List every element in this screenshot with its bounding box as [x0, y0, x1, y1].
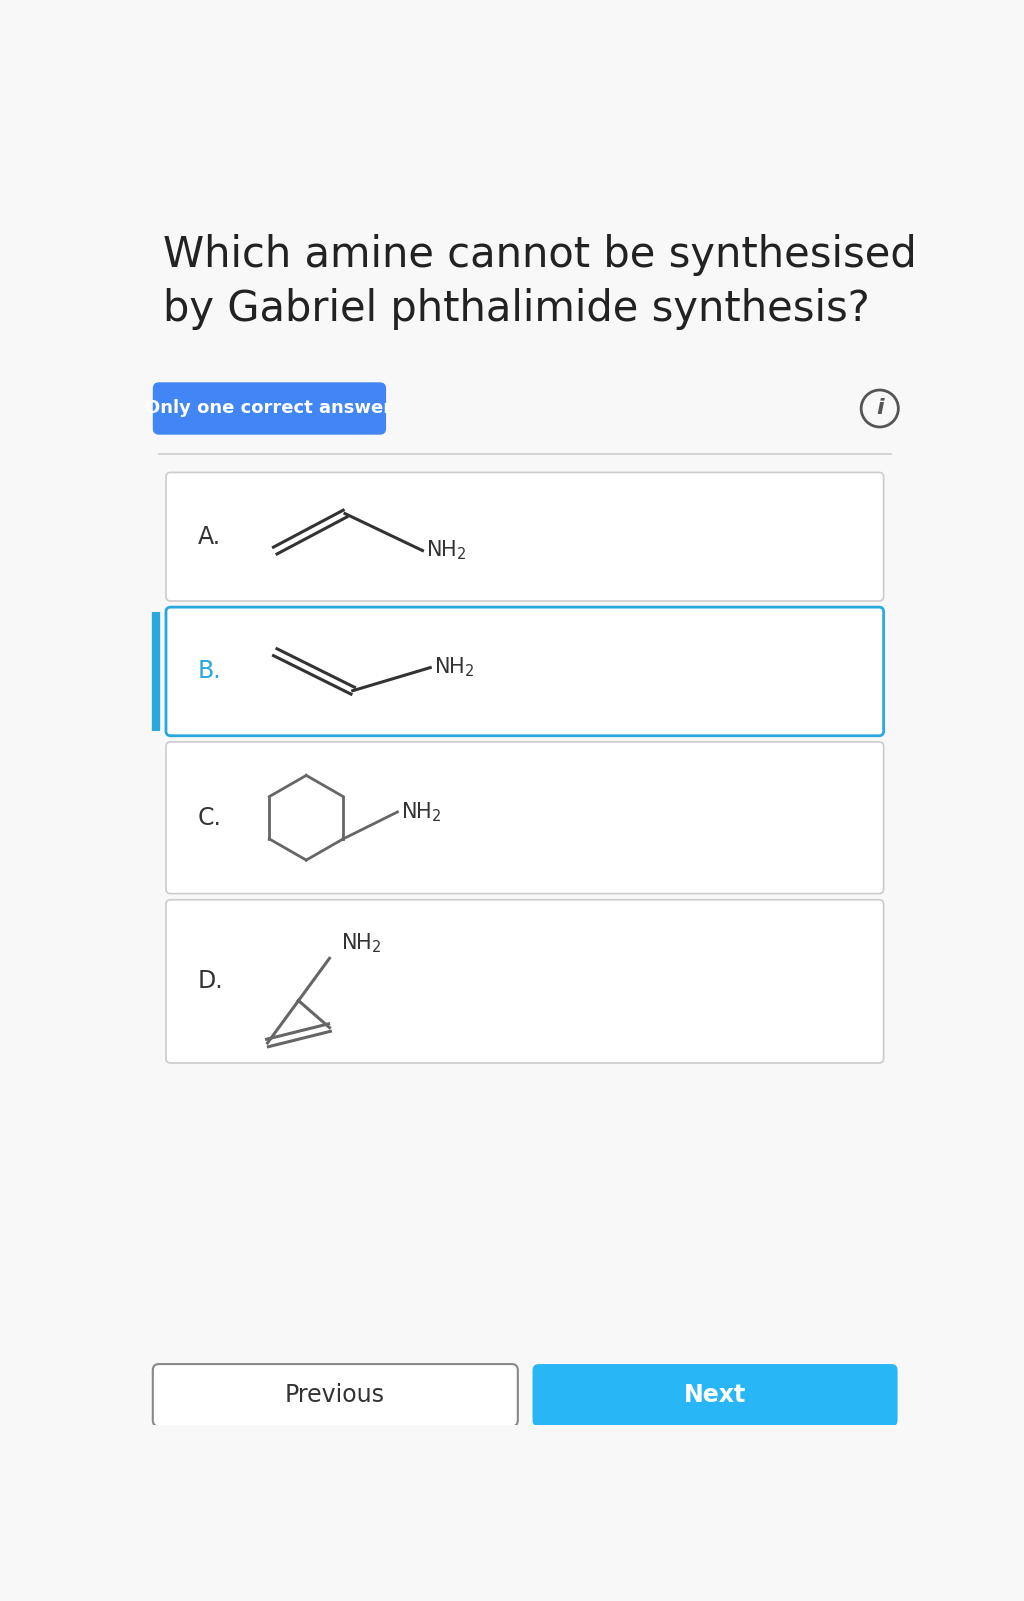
Text: NH$_2$: NH$_2$ [426, 540, 467, 562]
Text: i: i [876, 399, 884, 418]
FancyBboxPatch shape [532, 1364, 898, 1426]
Text: NH$_2$: NH$_2$ [401, 800, 442, 825]
Text: NH$_2$: NH$_2$ [341, 932, 382, 954]
FancyBboxPatch shape [166, 900, 884, 1063]
Text: B.: B. [198, 660, 221, 684]
Text: by Gabriel phthalimide synthesis?: by Gabriel phthalimide synthesis? [163, 288, 869, 330]
FancyBboxPatch shape [166, 607, 884, 736]
Text: C.: C. [198, 805, 221, 829]
Text: Which amine cannot be synthesised: Which amine cannot be synthesised [163, 234, 916, 277]
Text: NH$_2$: NH$_2$ [434, 656, 475, 679]
Text: D.: D. [198, 969, 223, 993]
FancyBboxPatch shape [166, 741, 884, 893]
Text: A.: A. [198, 525, 221, 549]
FancyBboxPatch shape [153, 1364, 518, 1426]
Text: Only one correct answer: Only one correct answer [145, 400, 392, 418]
Text: Previous: Previous [285, 1383, 385, 1407]
Text: Next: Next [684, 1383, 745, 1407]
FancyBboxPatch shape [153, 383, 386, 434]
FancyBboxPatch shape [166, 472, 884, 600]
